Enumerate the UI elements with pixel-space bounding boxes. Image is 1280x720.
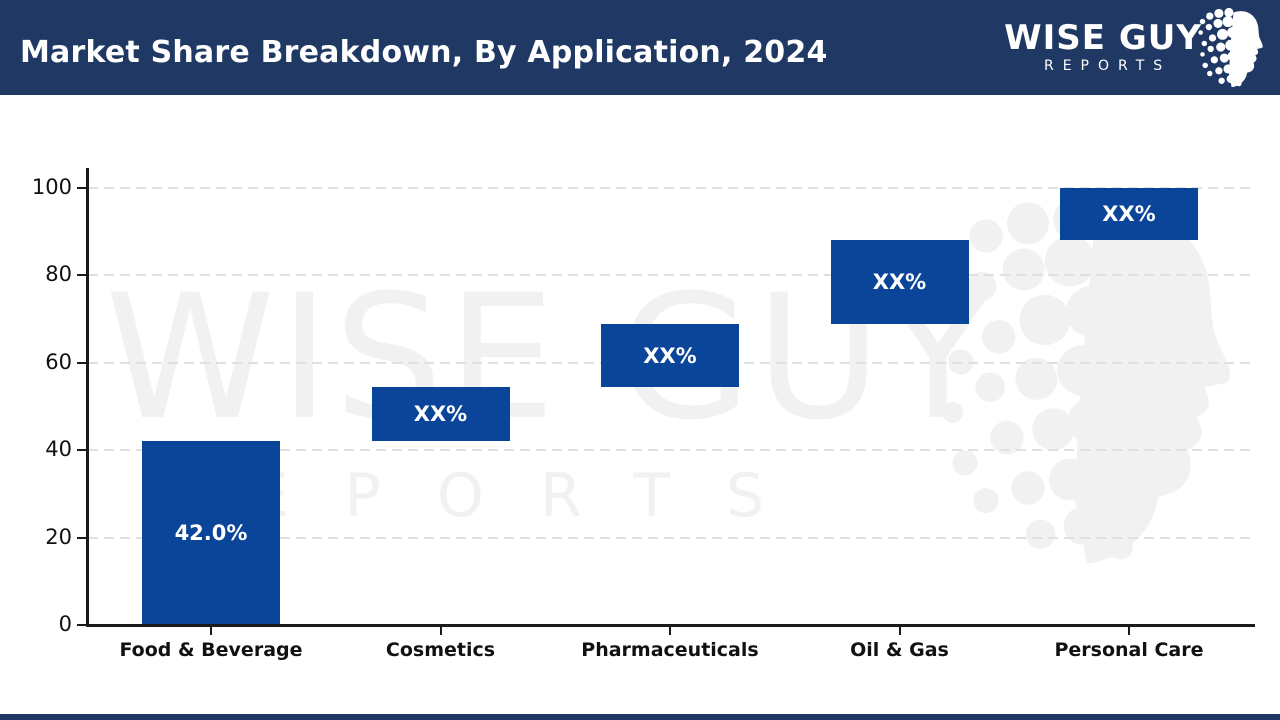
x-tick-mark: [1128, 626, 1130, 635]
bar-value-label: XX%: [1102, 201, 1156, 226]
y-tick-mark: [77, 186, 86, 189]
x-tick-mark: [439, 626, 442, 635]
y-tick-label: 20: [45, 524, 72, 549]
waterfall-bar: 42.0%: [142, 441, 280, 625]
x-axis-label: Cosmetics: [385, 639, 496, 661]
waterfall-bar: XX%: [1060, 187, 1198, 240]
bar-value-label: XX%: [413, 402, 468, 427]
wiseguy-logo-text: WISE GUY REPORTS: [1004, 21, 1202, 74]
y-axis: [86, 168, 89, 626]
bar-value-label: XX%: [643, 343, 697, 368]
waterfall-bar: XX%: [371, 387, 510, 442]
y-tick-mark: [77, 361, 86, 364]
wiseguy-logo: WISE GUY REPORTS: [1004, 7, 1266, 89]
x-axis-label: Food & Beverage: [119, 639, 303, 661]
bar-value-label: 42.0%: [174, 521, 248, 546]
x-axis: [86, 624, 1255, 627]
gridline: [88, 449, 1255, 451]
wiseguy-head-icon: [1198, 7, 1263, 87]
x-axis-label: Personal Care: [1054, 639, 1204, 661]
y-tick-label: 80: [45, 262, 72, 286]
gridline: [88, 536, 1255, 539]
y-tick-label: 60: [45, 349, 72, 374]
y-tick-mark: [77, 536, 86, 539]
y-tick-mark: [77, 274, 86, 276]
x-axis-label: Oil & Gas: [850, 639, 949, 661]
logo-wordmark: WISE GUY: [1004, 18, 1202, 58]
x-tick-mark: [210, 626, 212, 635]
gridline: [88, 274, 1255, 276]
y-tick-mark: [77, 624, 86, 626]
y-tick-label: 100: [31, 174, 72, 199]
x-tick-mark: [669, 626, 671, 635]
gridline: [88, 186, 1255, 189]
y-tick-mark: [77, 449, 86, 451]
y-tick-label: 40: [45, 437, 72, 461]
header: Market Share Breakdown, By Application, …: [0, 0, 1280, 95]
page-title: Market Share Breakdown, By Application, …: [20, 35, 828, 70]
x-axis-label: Pharmaceuticals: [581, 639, 759, 661]
x-tick-mark: [898, 626, 901, 635]
footer-bar: [0, 714, 1280, 720]
logo-subtitle: REPORTS: [1043, 58, 1172, 74]
waterfall-bar: XX%: [830, 240, 969, 324]
y-tick-label: 0: [58, 612, 72, 636]
bar-value-label: XX%: [872, 269, 927, 294]
waterfall-bar: XX%: [601, 323, 739, 388]
